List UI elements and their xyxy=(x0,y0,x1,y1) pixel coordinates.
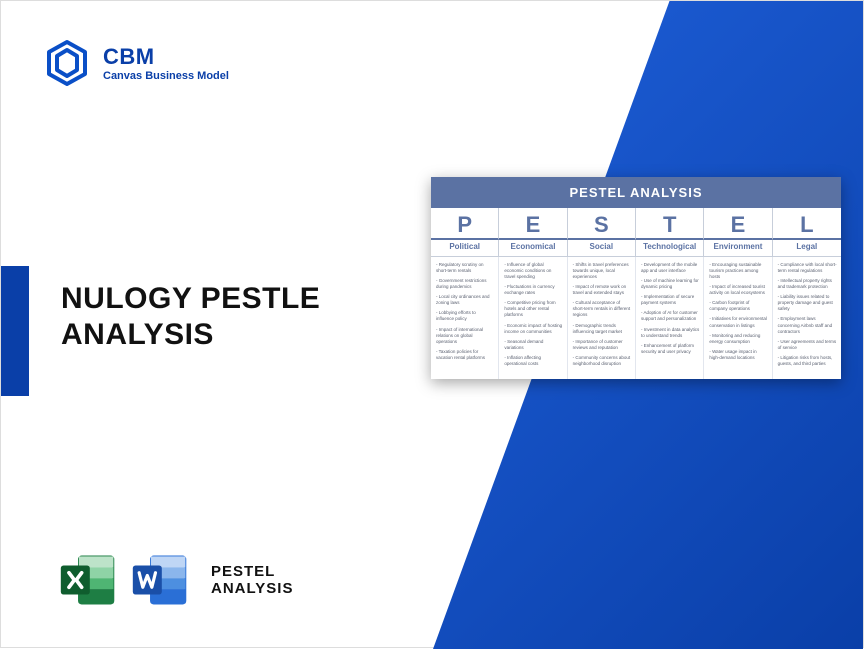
pestel-category: Social xyxy=(568,240,636,257)
pestel-item: Local city ordinances and zoning laws xyxy=(436,294,494,306)
pestel-items-column: Compliance with local short-term rental … xyxy=(773,257,841,379)
pestel-categories-row: PoliticalEconomicalSocialTechnologicalEn… xyxy=(431,240,841,257)
pestel-item: Monitoring and reducing energy consumpti… xyxy=(709,333,767,345)
pestel-item: Compliance with local short-term rental … xyxy=(778,262,837,274)
pestel-letter: S xyxy=(568,208,636,240)
pestel-item: Employment laws concerning Airbnb staff … xyxy=(778,316,837,334)
pestel-category: Economical xyxy=(499,240,567,257)
word-icon xyxy=(131,551,189,609)
title-line-2: ANALYSIS xyxy=(61,317,320,353)
pestel-header: PESTEL ANALYSIS xyxy=(431,177,841,208)
pestel-item: Water usage impact in high-demand locati… xyxy=(709,349,767,361)
pestel-item: Implementation of secure payment systems xyxy=(641,294,699,306)
pestel-item: Investment in data analytics to understa… xyxy=(641,327,699,339)
bottom-label: PESTEL ANALYSIS xyxy=(211,563,293,597)
pestel-item: Enhancement of platform security and use… xyxy=(641,343,699,355)
pestel-item: Regulatory scrutiny on short-term rental… xyxy=(436,262,494,274)
pestel-items-column: Development of the mobile app and user i… xyxy=(636,257,704,379)
pestel-item: Influence of global economic conditions … xyxy=(504,262,562,280)
pestel-item: Liability issues related to property dam… xyxy=(778,294,837,312)
title-line-1: NULOGY PESTLE xyxy=(61,281,320,317)
pestel-item: Lobbying efforts to influence policy xyxy=(436,310,494,322)
pestel-item: Impact of international relations on glo… xyxy=(436,327,494,345)
bottom-label-line-2: ANALYSIS xyxy=(211,580,293,597)
pestel-items-column: Influence of global economic conditions … xyxy=(499,257,567,379)
bottom-label-line-1: PESTEL xyxy=(211,563,293,580)
pestel-item: Encouraging sustainable tourism practice… xyxy=(709,262,767,280)
left-blue-accent xyxy=(1,266,29,396)
pestel-letter: P xyxy=(431,208,499,240)
pestel-items-row: Regulatory scrutiny on short-term rental… xyxy=(431,257,841,379)
pestel-item: Seasonal demand variations xyxy=(504,339,562,351)
cbm-logo-icon xyxy=(43,39,91,87)
pestel-category: Legal xyxy=(773,240,841,257)
pestel-item: Intellectual property rights and tradema… xyxy=(778,278,837,290)
pestel-item: Use of machine learning for dynamic pric… xyxy=(641,278,699,290)
pestel-item: Impact of remote work on travel and exte… xyxy=(573,284,631,296)
pestel-letter: T xyxy=(636,208,704,240)
pestel-item: Shifts in travel preferences towards uni… xyxy=(573,262,631,280)
pestel-preview-card: PESTEL ANALYSIS PESTEL PoliticalEconomic… xyxy=(431,177,841,379)
pestel-item: Adoption of AI for customer support and … xyxy=(641,310,699,322)
pestel-item: Fluctuations in currency exchange rates xyxy=(504,284,562,296)
pestel-letters-row: PESTEL xyxy=(431,208,841,240)
pestel-item: Development of the mobile app and user i… xyxy=(641,262,699,274)
pestel-item: Inflation affecting operational costs xyxy=(504,355,562,367)
pestel-item: Initiatives for environmental conservati… xyxy=(709,316,767,328)
pestel-letter: L xyxy=(773,208,841,240)
brand-tagline: Canvas Business Model xyxy=(103,70,229,82)
pestel-items-column: Regulatory scrutiny on short-term rental… xyxy=(431,257,499,379)
pestel-item: Community concerns about neighborhood di… xyxy=(573,355,631,367)
pestel-item: Importance of customer reviews and reput… xyxy=(573,339,631,351)
pestel-category: Political xyxy=(431,240,499,257)
pestel-item: Carbon footprint of company operations xyxy=(709,300,767,312)
pestel-item: Litigation risks from hosts, guests, and… xyxy=(778,355,837,367)
pestel-item: Competitive pricing from hotels and othe… xyxy=(504,300,562,318)
pestel-items-column: Shifts in travel preferences towards uni… xyxy=(568,257,636,379)
pestel-item: Demographic trends influencing target ma… xyxy=(573,323,631,335)
pestel-item: Government restrictions during pandemics xyxy=(436,278,494,290)
pestel-item: User agreements and terms of service xyxy=(778,339,837,351)
pestel-items-column: Encouraging sustainable tourism practice… xyxy=(704,257,772,379)
pestel-category: Technological xyxy=(636,240,704,257)
excel-icon xyxy=(59,551,117,609)
pestel-category: Environment xyxy=(704,240,772,257)
brand-logo-block: CBM Canvas Business Model xyxy=(43,39,229,87)
brand-name: CBM xyxy=(103,44,229,70)
pestel-item: Taxation policies for vacation rental pl… xyxy=(436,349,494,361)
pestel-item: Cultural acceptance of short-term rental… xyxy=(573,300,631,318)
bottom-icon-row: PESTEL ANALYSIS xyxy=(59,551,293,609)
pestel-letter: E xyxy=(704,208,772,240)
pestel-item: Impact of increased tourist activity on … xyxy=(709,284,767,296)
pestel-letter: E xyxy=(499,208,567,240)
pestel-item: Economic impact of hosting income on com… xyxy=(504,323,562,335)
page-title: NULOGY PESTLE ANALYSIS xyxy=(61,281,320,353)
